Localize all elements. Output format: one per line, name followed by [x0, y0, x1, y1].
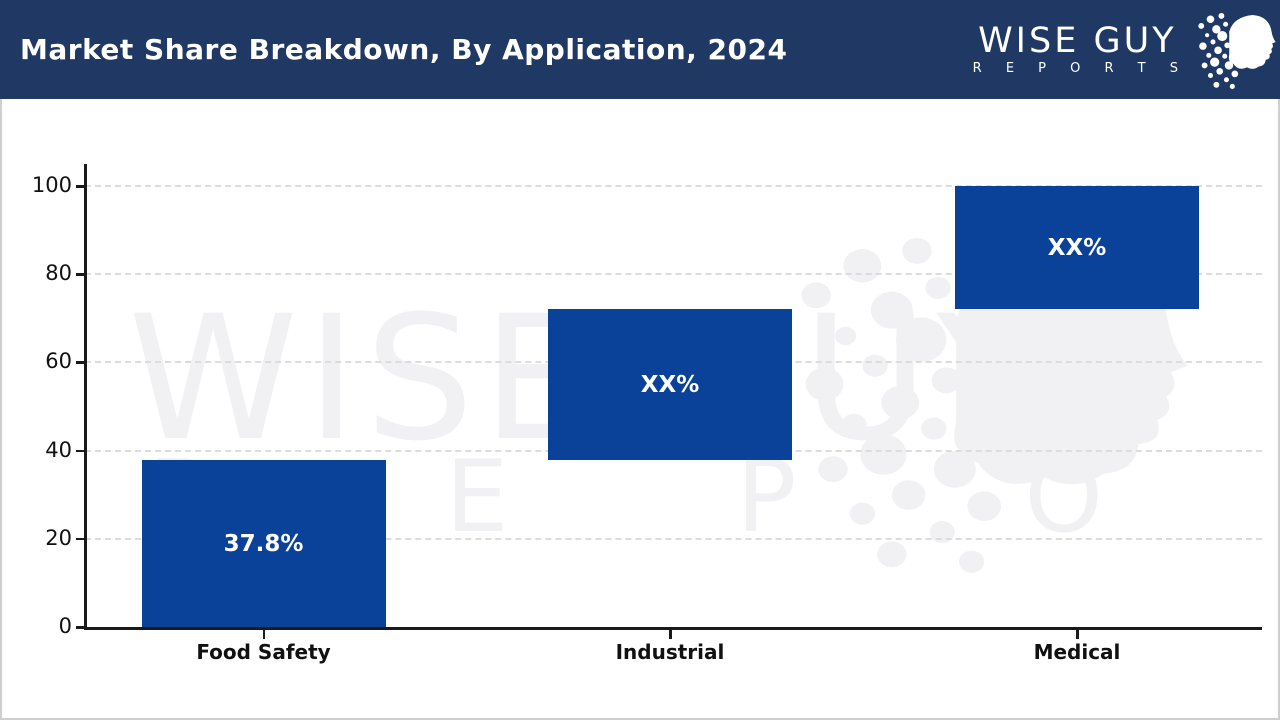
y-axis-tick-label: 20	[45, 525, 72, 550]
brand-logo: WISE GUY R E P O R T S	[967, 0, 1280, 99]
y-axis-tick-mark	[76, 537, 85, 541]
x-axis-line	[84, 627, 1262, 630]
y-axis-tick-mark	[76, 449, 85, 453]
gridline-100	[85, 185, 1262, 187]
bar-value-label: XX%	[640, 371, 700, 398]
brand-name: WISE GUY	[978, 21, 1177, 62]
y-axis-tick-label: 60	[45, 349, 72, 374]
x-axis-category-label: Food Safety	[196, 640, 331, 664]
brand-face-icon	[1198, 12, 1276, 89]
y-axis-tick-label: 0	[58, 614, 72, 638]
x-axis-category-label: Medical	[1033, 640, 1121, 664]
bar-medical: XX%	[955, 186, 1199, 310]
brand-logo-text: WISE GUY R E P O R T S	[967, 23, 1188, 76]
bar-value-label: XX%	[1047, 234, 1107, 261]
y-axis-tick-mark	[76, 361, 85, 364]
x-axis-category-label: Industrial	[615, 640, 725, 664]
y-axis-tick-mark	[76, 626, 85, 629]
y-axis-tick-label: 80	[45, 261, 72, 286]
y-axis-line	[84, 164, 87, 630]
y-axis-tick-label: 40	[45, 437, 72, 462]
brand-subname: R E P O R T S	[972, 60, 1188, 76]
y-axis-tick-label: 100	[31, 173, 72, 197]
x-axis-tick-mark	[262, 630, 265, 639]
gridline-80	[85, 273, 1262, 276]
x-axis-tick-mark	[669, 630, 672, 639]
x-axis-tick-mark	[1076, 630, 1079, 639]
bar-food-safety: 37.8%	[141, 460, 386, 627]
header: Market Share Breakdown, By Application, …	[0, 0, 1280, 99]
gridline-20	[85, 537, 1262, 540]
bar-industrial: XX%	[548, 309, 792, 461]
bar-value-label: 37.8%	[223, 530, 304, 557]
y-axis-tick-mark	[76, 185, 85, 188]
y-axis-tick-mark	[76, 273, 85, 276]
chart-title: Market Share Breakdown, By Application, …	[20, 33, 788, 66]
